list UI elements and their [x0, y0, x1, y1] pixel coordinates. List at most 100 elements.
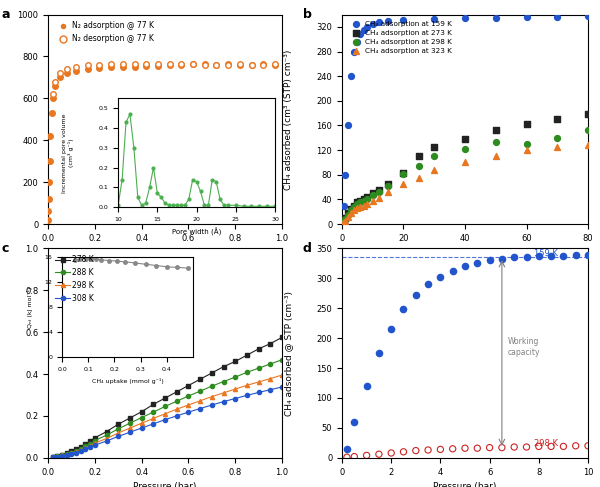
CH₄ adsorption at 298 K — [383, 182, 393, 190]
298 K — [77, 447, 85, 453]
Point — [473, 259, 482, 266]
288 K — [255, 365, 262, 371]
278 K — [220, 364, 227, 370]
CH₄ adsorption at 323 K — [522, 146, 532, 154]
Point — [571, 251, 581, 259]
288 K — [54, 453, 61, 459]
Text: c: c — [1, 242, 8, 255]
Line: 298 K: 298 K — [50, 373, 284, 459]
298 K — [138, 420, 145, 426]
288 K — [161, 404, 169, 410]
298 K — [86, 443, 94, 449]
CH₄ adsorption at 298 K — [339, 218, 349, 226]
278 K — [68, 449, 75, 454]
308 K — [197, 406, 204, 412]
308 K — [220, 399, 227, 405]
CH₄ adsorption at 323 K — [343, 213, 353, 221]
CH₄ adsorption at 159 K — [339, 202, 349, 209]
308 K — [173, 413, 181, 419]
CH₄ adsorption at 273 K — [338, 219, 347, 226]
298 K — [68, 450, 75, 456]
288 K — [208, 383, 215, 389]
Point — [398, 448, 408, 456]
308 K — [68, 451, 75, 457]
278 K — [197, 376, 204, 382]
308 K — [150, 421, 157, 427]
CH₄ adsorption at 273 K — [359, 195, 368, 203]
CH₄ adsorption at 323 K — [340, 217, 350, 225]
CH₄ adsorption at 159 K — [338, 214, 347, 222]
CH₄ adsorption at 323 K — [356, 203, 365, 211]
298 K — [197, 398, 204, 404]
Point — [547, 252, 556, 260]
CH₄ adsorption at 323 K — [583, 141, 593, 149]
CH₄ adsorption at 159 K — [383, 17, 393, 25]
298 K — [82, 445, 89, 451]
288 K — [220, 378, 227, 384]
CH₄ adsorption at 273 K — [553, 115, 562, 123]
CH₄ adsorption at 298 K — [522, 140, 532, 148]
308 K — [208, 402, 215, 408]
Point — [342, 453, 352, 461]
Text: a: a — [1, 8, 10, 21]
278 K — [115, 421, 122, 427]
CH₄ adsorption at 298 K — [362, 195, 371, 203]
Point — [571, 442, 581, 450]
Point — [411, 291, 421, 299]
308 K — [138, 425, 145, 431]
CH₄ adsorption at 273 K — [430, 143, 439, 151]
CH₄ adsorption at 323 K — [349, 206, 359, 214]
Y-axis label: CH₄ adsorbed @ STP (cm⁻³): CH₄ adsorbed @ STP (cm⁻³) — [284, 291, 293, 415]
CH₄ adsorption at 298 K — [349, 204, 359, 211]
Point — [547, 443, 556, 450]
Point — [424, 281, 433, 288]
288 K — [77, 446, 85, 452]
298 K — [49, 454, 56, 460]
298 K — [63, 452, 70, 458]
298 K — [91, 440, 98, 446]
Point — [349, 453, 359, 461]
CH₄ adsorption at 323 K — [362, 201, 371, 208]
288 K — [244, 370, 251, 375]
308 K — [63, 452, 70, 458]
278 K — [244, 352, 251, 358]
CH₄ adsorption at 159 K — [359, 26, 368, 34]
CH₄ adsorption at 273 K — [491, 127, 500, 134]
Legend: 278 K, 288 K, 298 K, 308 K: 278 K, 288 K, 298 K, 308 K — [52, 252, 97, 306]
CH₄ adsorption at 298 K — [491, 138, 500, 146]
288 K — [91, 438, 98, 444]
298 K — [54, 453, 61, 459]
X-axis label: Pressure (bar): Pressure (bar) — [433, 482, 497, 487]
CH₄ adsorption at 273 K — [343, 209, 353, 217]
CH₄ adsorption at 273 K — [583, 111, 593, 118]
CH₄ adsorption at 159 K — [374, 18, 384, 26]
Point — [534, 252, 544, 260]
Point — [411, 447, 421, 454]
308 K — [82, 447, 89, 452]
298 K — [126, 425, 133, 431]
CH₄ adsorption at 323 K — [553, 143, 562, 151]
Line: 278 K: 278 K — [50, 335, 284, 459]
278 K — [91, 435, 98, 441]
308 K — [103, 438, 110, 444]
CH₄ adsorption at 298 K — [460, 145, 470, 153]
CH₄ adsorption at 298 K — [346, 206, 356, 214]
278 K — [278, 335, 286, 340]
Text: d: d — [302, 242, 311, 255]
CH₄ adsorption at 298 K — [583, 127, 593, 134]
CH₄ adsorption at 298 K — [340, 215, 350, 223]
298 K — [266, 375, 274, 381]
CH₄ adsorption at 323 K — [359, 202, 368, 209]
308 K — [73, 450, 80, 456]
CH₄ adsorption at 298 K — [368, 191, 377, 199]
Legend: CH₄ adsorption at 159 K, CH₄ adsorption at 273 K, CH₄ adsorption at 298 K, CH₄ a: CH₄ adsorption at 159 K, CH₄ adsorption … — [346, 18, 455, 57]
298 K — [232, 386, 239, 392]
288 K — [150, 409, 157, 415]
Text: Working
capacity: Working capacity — [508, 337, 541, 357]
CH₄ adsorption at 323 K — [368, 197, 377, 205]
CH₄ adsorption at 298 K — [414, 162, 424, 169]
298 K — [73, 449, 80, 455]
X-axis label: Pressure (bar): Pressure (bar) — [433, 248, 497, 257]
CH₄ adsorption at 159 K — [343, 122, 353, 130]
Point — [362, 451, 371, 459]
